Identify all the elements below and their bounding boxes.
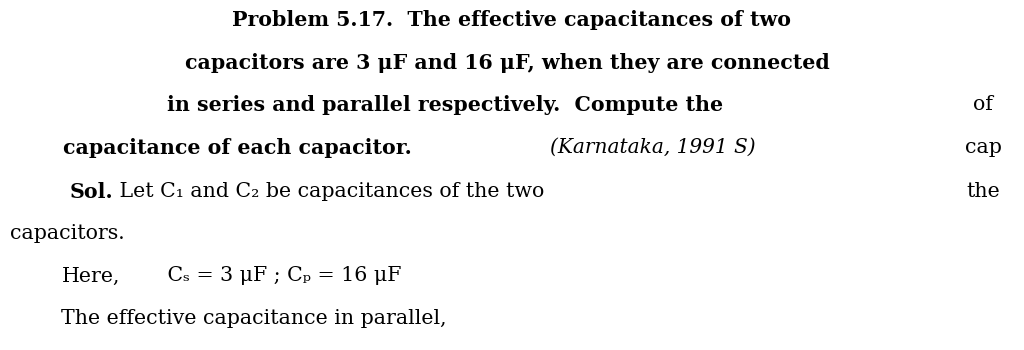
Text: capacitors.: capacitors. [10, 224, 125, 243]
Text: Sol.: Sol. [70, 182, 114, 202]
Text: The effective capacitance in parallel,: The effective capacitance in parallel, [61, 309, 446, 328]
Text: Here,: Here, [61, 266, 120, 286]
Text: of: of [973, 95, 993, 114]
Text: capacitance of each capacitor.: capacitance of each capacitor. [63, 138, 412, 158]
Text: Let C₁ and C₂ be capacitances of the two: Let C₁ and C₂ be capacitances of the two [113, 182, 544, 201]
Text: Cₛ = 3 μF ; Cₚ = 16 μF: Cₛ = 3 μF ; Cₚ = 16 μF [148, 266, 402, 286]
Text: Problem 5.17.  The effective capacitances of two: Problem 5.17. The effective capacitances… [232, 10, 792, 30]
Text: capacitors are 3 μF and 16 μF, when they are connected: capacitors are 3 μF and 16 μF, when they… [184, 53, 829, 73]
Text: cap: cap [965, 138, 1001, 157]
Text: in series and parallel respectively.  Compute the: in series and parallel respectively. Com… [167, 95, 724, 115]
Text: the: the [967, 182, 999, 201]
Text: (Karnataka, 1991 S): (Karnataka, 1991 S) [551, 138, 756, 157]
